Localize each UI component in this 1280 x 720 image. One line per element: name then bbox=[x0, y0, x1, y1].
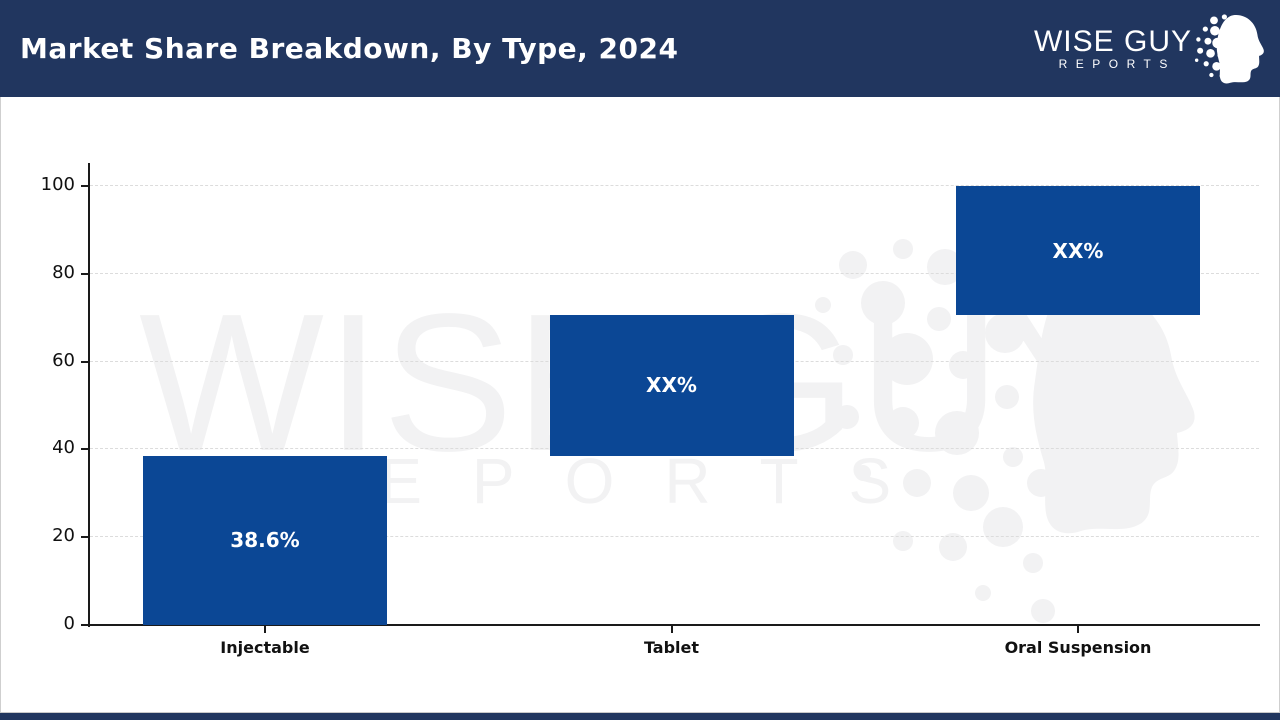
footer-divider bbox=[0, 712, 1280, 713]
ytick-mark-60 bbox=[81, 360, 89, 363]
category-label-1: Tablet bbox=[643, 638, 700, 657]
category-label-2: Oral Suspension bbox=[1004, 638, 1152, 657]
gridline-80 bbox=[90, 272, 1259, 274]
xtick-mark-1 bbox=[670, 626, 673, 633]
plot-area: WISE GUY REPORTS 0 20 40 60 80 1 bbox=[0, 97, 1280, 713]
ytick-label-60: 60 bbox=[52, 349, 75, 371]
logo-wordmark: WISE GUY bbox=[1033, 24, 1192, 58]
ytick-mark-0 bbox=[81, 624, 89, 626]
dotted-head-icon bbox=[1194, 13, 1264, 83]
bar-oral-suspension: XX% bbox=[956, 186, 1200, 316]
ytick-label-0: 0 bbox=[63, 613, 75, 634]
wiseguy-logo: WISE GUY REPORTS bbox=[1034, 7, 1266, 91]
x-axis-line bbox=[88, 624, 1260, 626]
category-label-0: Injectable bbox=[220, 638, 310, 657]
gridline-20 bbox=[90, 536, 1259, 538]
ytick-label-40: 40 bbox=[52, 437, 75, 459]
xtick-mark-0 bbox=[264, 626, 266, 633]
logo-text: WISE GUY REPORTS bbox=[1034, 26, 1192, 72]
header: Market Share Breakdown, By Type, 2024 WI… bbox=[0, 0, 1280, 97]
bar-value-label: 38.6% bbox=[230, 528, 300, 553]
y-axis-line bbox=[88, 163, 90, 627]
ytick-label-80: 80 bbox=[52, 261, 75, 283]
xtick-mark-2 bbox=[1077, 626, 1079, 633]
ytick-mark-80 bbox=[81, 272, 89, 275]
footer-bar bbox=[0, 713, 1280, 720]
watermark-dotted-head bbox=[815, 239, 1195, 623]
logo-subtitle: REPORTS bbox=[1058, 57, 1176, 72]
ytick-mark-100 bbox=[81, 185, 89, 187]
ytick-label-20: 20 bbox=[52, 525, 75, 547]
bar-tablet: XX% bbox=[549, 315, 794, 456]
ytick-label-100: 100 bbox=[40, 174, 75, 195]
ytick-mark-40 bbox=[81, 448, 89, 451]
ytick-mark-20 bbox=[81, 536, 89, 539]
bar-value-label: XX% bbox=[646, 373, 697, 398]
page-title: Market Share Breakdown, By Type, 2024 bbox=[20, 32, 679, 65]
bar-value-label: XX% bbox=[1052, 238, 1104, 263]
gridline-100 bbox=[90, 185, 1259, 186]
bar-injectable: 38.6% bbox=[143, 455, 387, 625]
